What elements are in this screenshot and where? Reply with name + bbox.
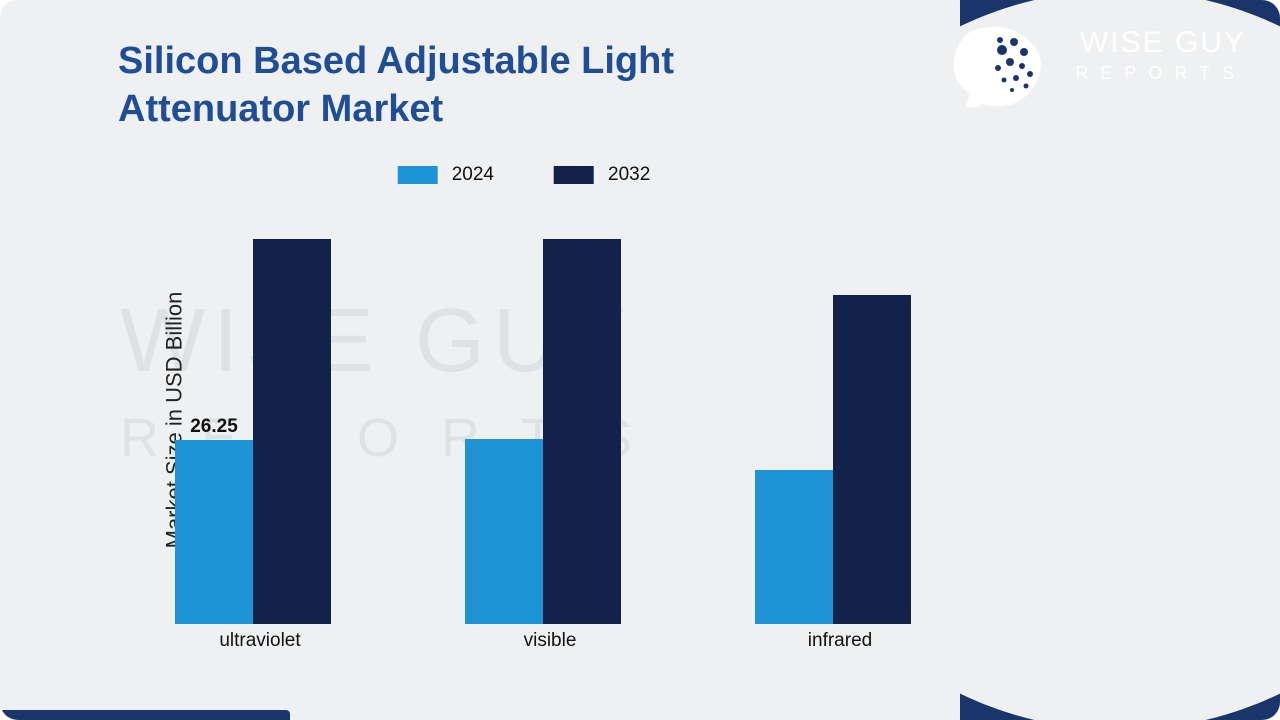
legend-item-2024: 2024 <box>398 164 494 186</box>
bar-ultraviolet-2032 <box>253 239 331 624</box>
plot-area: 26.25ultravioletvisibleinfrared <box>114 204 944 624</box>
brand-head-icon <box>940 22 1050 112</box>
x-category-label: visible <box>524 630 577 652</box>
bar-visible-2024 <box>465 439 543 625</box>
brand-logo-text: WISE GUY REPORTS <box>1075 28 1246 82</box>
legend-swatch-2024 <box>398 166 438 184</box>
bar-ultraviolet-2024: 26.25 <box>175 440 253 624</box>
bar-infrared-2032 <box>833 295 911 624</box>
x-category-label: ultraviolet <box>219 630 300 652</box>
brand-line1: WISE GUY <box>1075 28 1246 58</box>
x-category-label: infrared <box>808 630 872 652</box>
report-card: WISE GUY REPORTS WISE GUY REPORTS Silico… <box>0 0 1280 720</box>
bar-infrared-2024 <box>755 470 833 624</box>
legend-swatch-2032 <box>554 166 594 184</box>
bar-visible-2032 <box>543 239 621 624</box>
legend-label-2024: 2024 <box>452 164 494 186</box>
bar-value-label: 26.25 <box>175 416 253 438</box>
legend-item-2032: 2032 <box>554 164 650 186</box>
bottom-accent-bar <box>0 710 290 720</box>
page-title: Silicon Based Adjustable Light Attenuato… <box>118 38 798 133</box>
legend-label-2032: 2032 <box>608 164 650 186</box>
bar-chart: Market Size in USD Billion 2024 2032 26.… <box>94 160 954 680</box>
brand-line2: REPORTS <box>1075 64 1246 82</box>
chart-legend: 2024 2032 <box>398 164 651 186</box>
